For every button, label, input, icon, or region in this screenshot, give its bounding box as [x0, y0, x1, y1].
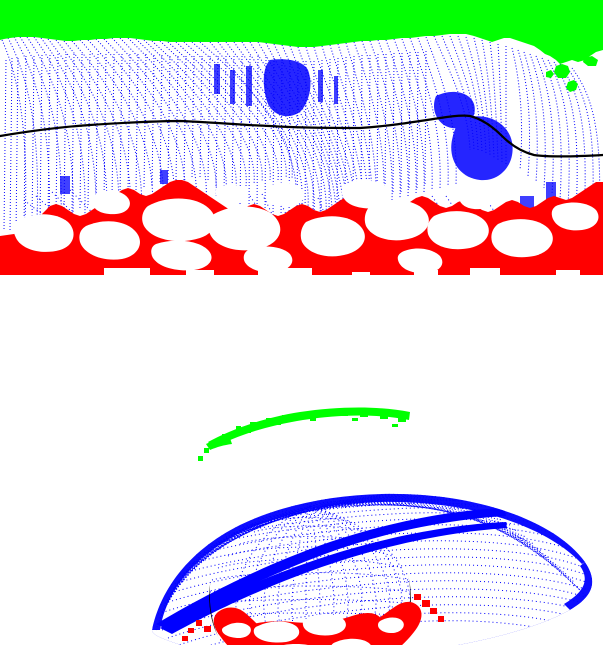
red-polar-cap	[182, 594, 444, 645]
tracer-curve	[0, 114, 603, 158]
panel-bottom-svg	[0, 330, 603, 645]
meridional-slice-panel	[0, 0, 603, 278]
panel-bottom-background	[0, 330, 603, 645]
green-islands	[546, 56, 598, 92]
panel-top-svg	[0, 0, 603, 278]
three-d-shell-panel	[0, 330, 603, 645]
green-outer-region	[0, 0, 603, 64]
red-inner-region	[0, 180, 603, 277]
green-ridge-band	[198, 407, 410, 461]
blue-contour-region	[1, 35, 601, 250]
